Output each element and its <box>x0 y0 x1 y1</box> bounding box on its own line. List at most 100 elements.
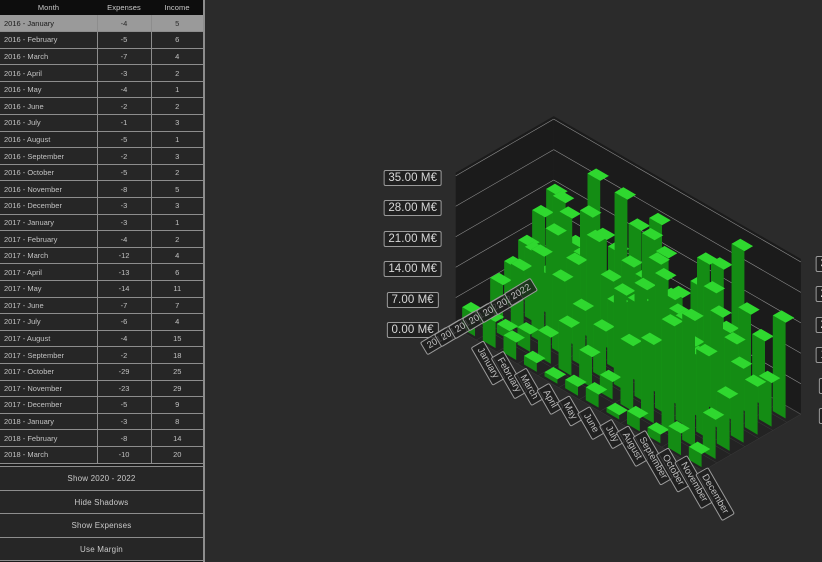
sidebar-button-hide-shadows[interactable]: Hide Shadows <box>0 489 203 514</box>
grid-line <box>553 118 802 263</box>
cell-expenses: -10 <box>97 446 152 464</box>
bar-face <box>627 405 649 419</box>
table-row[interactable]: 2016 - January -4 5 <box>0 15 203 33</box>
bar-face <box>655 246 678 259</box>
cell-month: 2016 - May <box>0 81 98 99</box>
cell-expenses: -7 <box>97 48 152 66</box>
bar-face <box>744 374 767 387</box>
cell-income: 4 <box>151 313 203 331</box>
table-row[interactable]: 2017 - October -29 25 <box>0 363 203 381</box>
table-row[interactable]: 2017 - September -2 18 <box>0 346 203 364</box>
bar-face <box>579 349 592 388</box>
table-row[interactable]: 2016 - July -1 3 <box>0 114 203 132</box>
table-row[interactable]: 2017 - May -14 11 <box>0 280 203 298</box>
cell-income: 29 <box>151 380 203 398</box>
grid-line <box>455 149 554 207</box>
cell-expenses: -5 <box>97 396 152 414</box>
cell-month: 2017 - December <box>0 396 98 414</box>
table-row[interactable]: 2017 - February -4 2 <box>0 230 203 248</box>
bar-face <box>634 277 656 291</box>
value-axis-right-tick: 7.00 M€ <box>818 377 822 394</box>
column-header-expenses[interactable]: Expenses <box>97 0 151 15</box>
bar-face <box>730 356 753 369</box>
table-row[interactable]: 2017 - June -7 7 <box>0 297 203 315</box>
bar-face <box>717 320 740 334</box>
bar-face <box>594 227 616 240</box>
bar-face <box>772 310 795 323</box>
cell-income: 2 <box>151 164 203 182</box>
bar-face <box>496 318 519 332</box>
column-header-month[interactable]: Month <box>0 0 97 15</box>
value-axis-right-tick: 21.00 M€ <box>815 316 822 333</box>
data-table[interactable]: Month Expenses Income 2016 - January -4 5 2… <box>0 0 203 464</box>
bar-face <box>682 313 695 448</box>
table-row[interactable]: 2016 - June -2 2 <box>0 97 203 116</box>
bar-face <box>490 272 512 286</box>
value-axis-left-tick: 21.00 M€ <box>383 230 443 247</box>
cell-income: 4 <box>151 48 203 66</box>
bar-face <box>503 330 525 343</box>
table-row[interactable]: 2018 - January -3 8 <box>0 413 203 431</box>
value-axis-left-tick: 35.00 M€ <box>383 169 443 186</box>
cell-income: 4 <box>151 247 203 265</box>
sidebar-button-show-expenses[interactable]: Show Expenses <box>0 513 203 538</box>
bar-face <box>482 314 496 349</box>
bar-face <box>531 249 545 344</box>
chart-3d-bar[interactable]: 0.00 M€ 7.00 M€ 14.00 M€ 21.00 M€ 28.00 M€ 35… <box>205 0 822 562</box>
bar-face <box>620 333 642 347</box>
cell-expenses: -4 <box>97 230 152 248</box>
bar-face <box>620 338 634 412</box>
bar-face <box>544 367 567 380</box>
cell-expenses: -3 <box>97 214 152 232</box>
table-row[interactable]: 2017 - November -23 29 <box>0 380 203 398</box>
value-axis-right-tick: 28.00 M€ <box>815 286 822 303</box>
table-body: 2016 - January -4 5 2016 - February -5 6 2016 … <box>0 15 203 464</box>
bar-face <box>697 252 719 265</box>
table-row[interactable]: 2018 - February -8 14 <box>0 429 203 447</box>
cell-month: 2016 - November <box>0 180 98 199</box>
table-row[interactable]: 2017 - December -5 9 <box>0 396 203 414</box>
cell-month: 2016 - March <box>0 48 98 66</box>
bar-face <box>668 426 681 456</box>
table-row[interactable]: 2017 - August -4 15 <box>0 330 203 348</box>
bar-face <box>580 205 602 218</box>
sidebar-button-show-2020-2022[interactable]: Show 2020 - 2022 <box>0 466 203 491</box>
table-row[interactable]: 2016 - September -2 3 <box>0 147 203 165</box>
bar-face <box>647 427 661 444</box>
table-row[interactable]: 2016 - December -3 3 <box>0 197 203 215</box>
cell-expenses: -13 <box>97 263 152 281</box>
cell-income: 1 <box>151 214 203 232</box>
table-row[interactable]: 2016 - May -4 1 <box>0 81 203 99</box>
table-row[interactable]: 2017 - July -6 4 <box>0 313 203 331</box>
bar-face <box>579 344 601 358</box>
sidebar-button-use-margin[interactable]: Use Margin <box>0 536 203 561</box>
cell-month: 2017 - January <box>0 214 98 232</box>
table-row[interactable]: 2016 - November -8 5 <box>0 180 203 199</box>
table-row[interactable]: 2016 - February -5 6 <box>0 31 203 49</box>
bar-face <box>772 315 786 419</box>
table-row[interactable]: 2016 - April -3 2 <box>0 64 203 82</box>
column-header-income[interactable]: Income <box>151 0 203 15</box>
table-row[interactable]: 2017 - April -13 6 <box>0 263 203 281</box>
table-header: Month Expenses Income <box>0 0 203 15</box>
bar-face <box>552 190 575 204</box>
bar-face <box>647 422 670 435</box>
cell-expenses: -3 <box>97 413 152 431</box>
table-row[interactable]: 2018 - March -10 20 <box>0 446 203 464</box>
cell-expenses: -12 <box>97 247 152 265</box>
bar-face <box>566 252 588 265</box>
table-row[interactable]: 2016 - August -5 1 <box>0 131 203 149</box>
cell-month: 2016 - December <box>0 197 98 215</box>
cell-income: 18 <box>151 346 203 364</box>
table-row[interactable]: 2017 - March -12 4 <box>0 247 203 265</box>
bar-face <box>593 319 615 332</box>
bar-face <box>552 269 574 282</box>
table-row[interactable]: 2016 - October -5 2 <box>0 164 203 182</box>
cell-income: 1 <box>151 81 203 99</box>
table-row[interactable]: 2017 - January -3 1 <box>0 214 203 232</box>
bar-face <box>531 244 553 257</box>
cell-expenses: -5 <box>97 131 152 149</box>
table-row[interactable]: 2016 - March -7 4 <box>0 48 203 66</box>
cell-income: 3 <box>151 114 203 132</box>
cell-month: 2017 - February <box>0 230 98 248</box>
